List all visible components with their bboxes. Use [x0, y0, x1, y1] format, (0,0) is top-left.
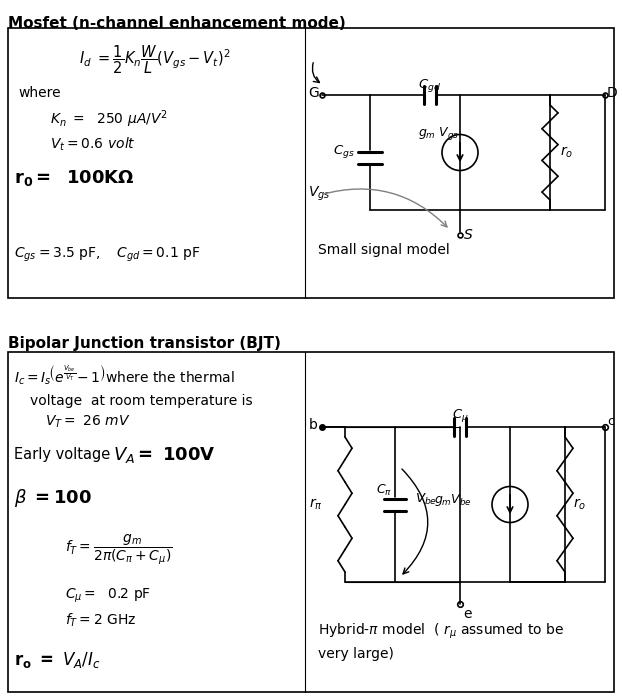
Text: $I_d\ =\dfrac{1}{2}K_n\dfrac{W}{L}(V_{gs}-V_t)^2$: $I_d\ =\dfrac{1}{2}K_n\dfrac{W}{L}(V_{gs…: [79, 43, 231, 75]
Text: $C_\pi$: $C_\pi$: [376, 484, 392, 498]
Text: b: b: [309, 418, 318, 432]
Text: where: where: [18, 86, 60, 100]
Text: $C_{gd}$: $C_{gd}$: [419, 77, 442, 94]
Text: $V_A\mathbf{= \ 100V}$: $V_A\mathbf{= \ 100V}$: [113, 445, 216, 465]
Text: $C_\mu$: $C_\mu$: [452, 407, 468, 424]
Text: $\beta\ \mathbf{=100}$: $\beta\ \mathbf{=100}$: [14, 487, 92, 509]
Text: voltage  at room temperature is: voltage at room temperature is: [30, 394, 253, 408]
Text: $V_t = 0.6\ \mathit{volt}$: $V_t = 0.6\ \mathit{volt}$: [50, 136, 136, 153]
Text: $V_{be}$: $V_{be}$: [415, 492, 437, 507]
Text: Small signal model: Small signal model: [318, 243, 450, 257]
Text: $I_c = I_s\!\left(e^{\frac{V_{be}}{V_T}}\!-1\right)$where the thermal: $I_c = I_s\!\left(e^{\frac{V_{be}}{V_T}}…: [14, 364, 234, 388]
Text: e: e: [463, 607, 471, 621]
Bar: [8, 28, 614, 298]
Text: Early voltage: Early voltage: [14, 447, 110, 462]
Text: $f_T = 2\ \mathrm{GHz}$: $f_T = 2\ \mathrm{GHz}$: [65, 612, 136, 629]
Text: G: G: [308, 86, 318, 100]
Text: $C_{gs} = 3.5\ \mathrm{pF},\ \ \ C_{gd} = 0.1\ \mathrm{pF}$: $C_{gs} = 3.5\ \mathrm{pF},\ \ \ C_{gd} …: [14, 246, 200, 264]
Text: $K_n\ =\ \ 250\ \mu A/V^2$: $K_n\ =\ \ 250\ \mu A/V^2$: [50, 108, 168, 130]
Text: D: D: [607, 86, 618, 100]
Text: $\mathbf{r_o}\ \mathbf{=}\ V_A/I_c$: $\mathbf{r_o}\ \mathbf{=}\ V_A/I_c$: [14, 650, 101, 670]
Text: $\mathbf{r_0 =\ \ 100K\Omega}$: $\mathbf{r_0 =\ \ 100K\Omega}$: [14, 168, 134, 188]
Text: $S$: $S$: [463, 228, 473, 242]
Text: $g_m V_{be}$: $g_m V_{be}$: [434, 491, 472, 507]
Text: c: c: [607, 415, 614, 428]
Text: $V_T =\ 26\ \mathit{mV}$: $V_T =\ 26\ \mathit{mV}$: [45, 414, 131, 431]
Text: $V_{gs}$: $V_{gs}$: [308, 185, 330, 204]
Text: $g_m\ V_{gs}$: $g_m\ V_{gs}$: [418, 125, 460, 142]
Text: $r_o$: $r_o$: [560, 145, 573, 160]
Text: very large): very large): [318, 647, 394, 661]
Text: $C_\mu =\ \ 0.2\ \mathrm{pF}$: $C_\mu =\ \ 0.2\ \mathrm{pF}$: [65, 587, 151, 605]
Text: $r_\pi$: $r_\pi$: [309, 497, 323, 512]
Bar: [8, 352, 614, 692]
Text: Bipolar Junction transistor (BJT): Bipolar Junction transistor (BJT): [8, 336, 281, 351]
Text: $C_{gs}$: $C_{gs}$: [333, 143, 355, 160]
Text: $f_T = \dfrac{g_m}{2\pi(C_\pi + C_\mu)}$: $f_T = \dfrac{g_m}{2\pi(C_\pi + C_\mu)}$: [65, 532, 172, 567]
Text: $r_o$: $r_o$: [573, 497, 586, 512]
Text: Mosfet (n-channel enhancement mode): Mosfet (n-channel enhancement mode): [8, 16, 346, 31]
Text: Hybrid-$\pi$ model  ( $r_\mu$ assumed to be: Hybrid-$\pi$ model ( $r_\mu$ assumed to …: [318, 622, 564, 641]
